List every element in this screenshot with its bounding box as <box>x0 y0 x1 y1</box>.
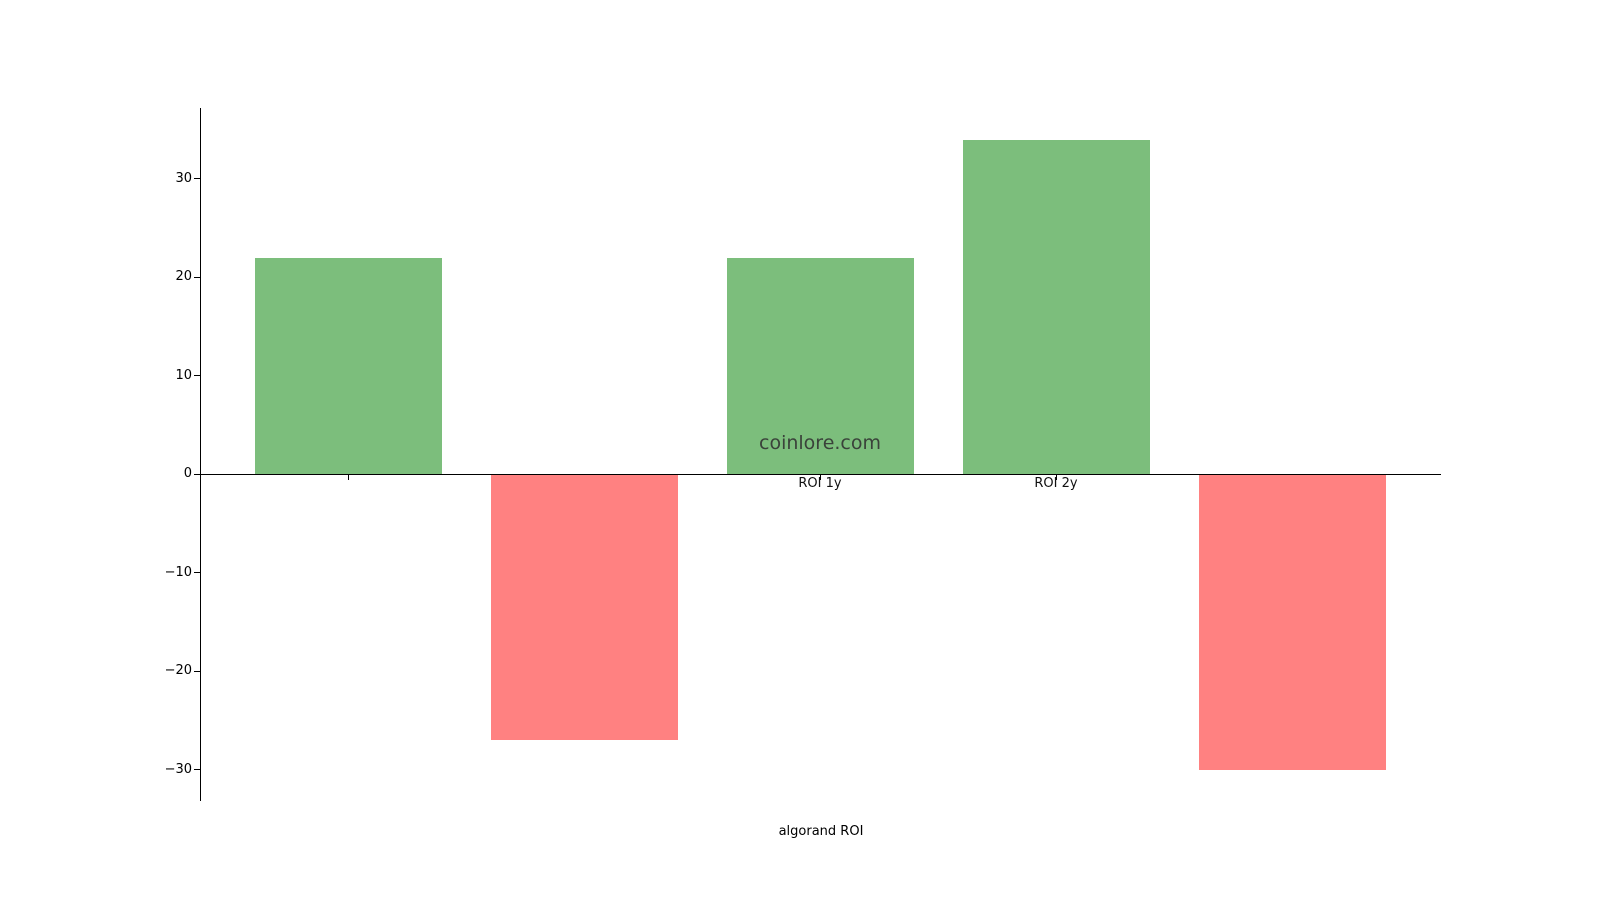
y-tick <box>194 572 200 574</box>
y-tick <box>194 473 200 475</box>
y-tick-label: 10 <box>175 367 192 383</box>
y-tick <box>194 375 200 377</box>
y-tick <box>194 178 200 180</box>
x-axis-title: algorand ROI <box>778 824 864 839</box>
y-tick-label: 0 <box>183 466 192 482</box>
y-axis-line <box>200 108 201 801</box>
y-tick <box>194 276 200 278</box>
watermark-text: coinlore.com <box>759 432 881 454</box>
x-tick <box>347 474 349 481</box>
x-tick-label: ROI 1y <box>798 476 842 492</box>
y-tick <box>194 670 200 672</box>
y-tick-label: −30 <box>164 761 192 777</box>
bar-positive <box>962 139 1150 475</box>
bar-positive <box>726 257 914 475</box>
y-tick-label: −10 <box>164 564 192 580</box>
x-tick <box>1055 474 1057 481</box>
y-tick-label: 30 <box>175 170 192 186</box>
y-tick-label: 20 <box>175 269 192 285</box>
bar-negative <box>490 474 678 740</box>
x-tick-label: ROI 2y <box>1034 476 1078 492</box>
x-tick <box>819 474 821 481</box>
y-tick <box>194 769 200 770</box>
y-tick-label: −20 <box>164 663 192 679</box>
bar-negative <box>1198 474 1386 770</box>
x-axis-line <box>200 473 1441 475</box>
bar-positive <box>254 257 442 475</box>
